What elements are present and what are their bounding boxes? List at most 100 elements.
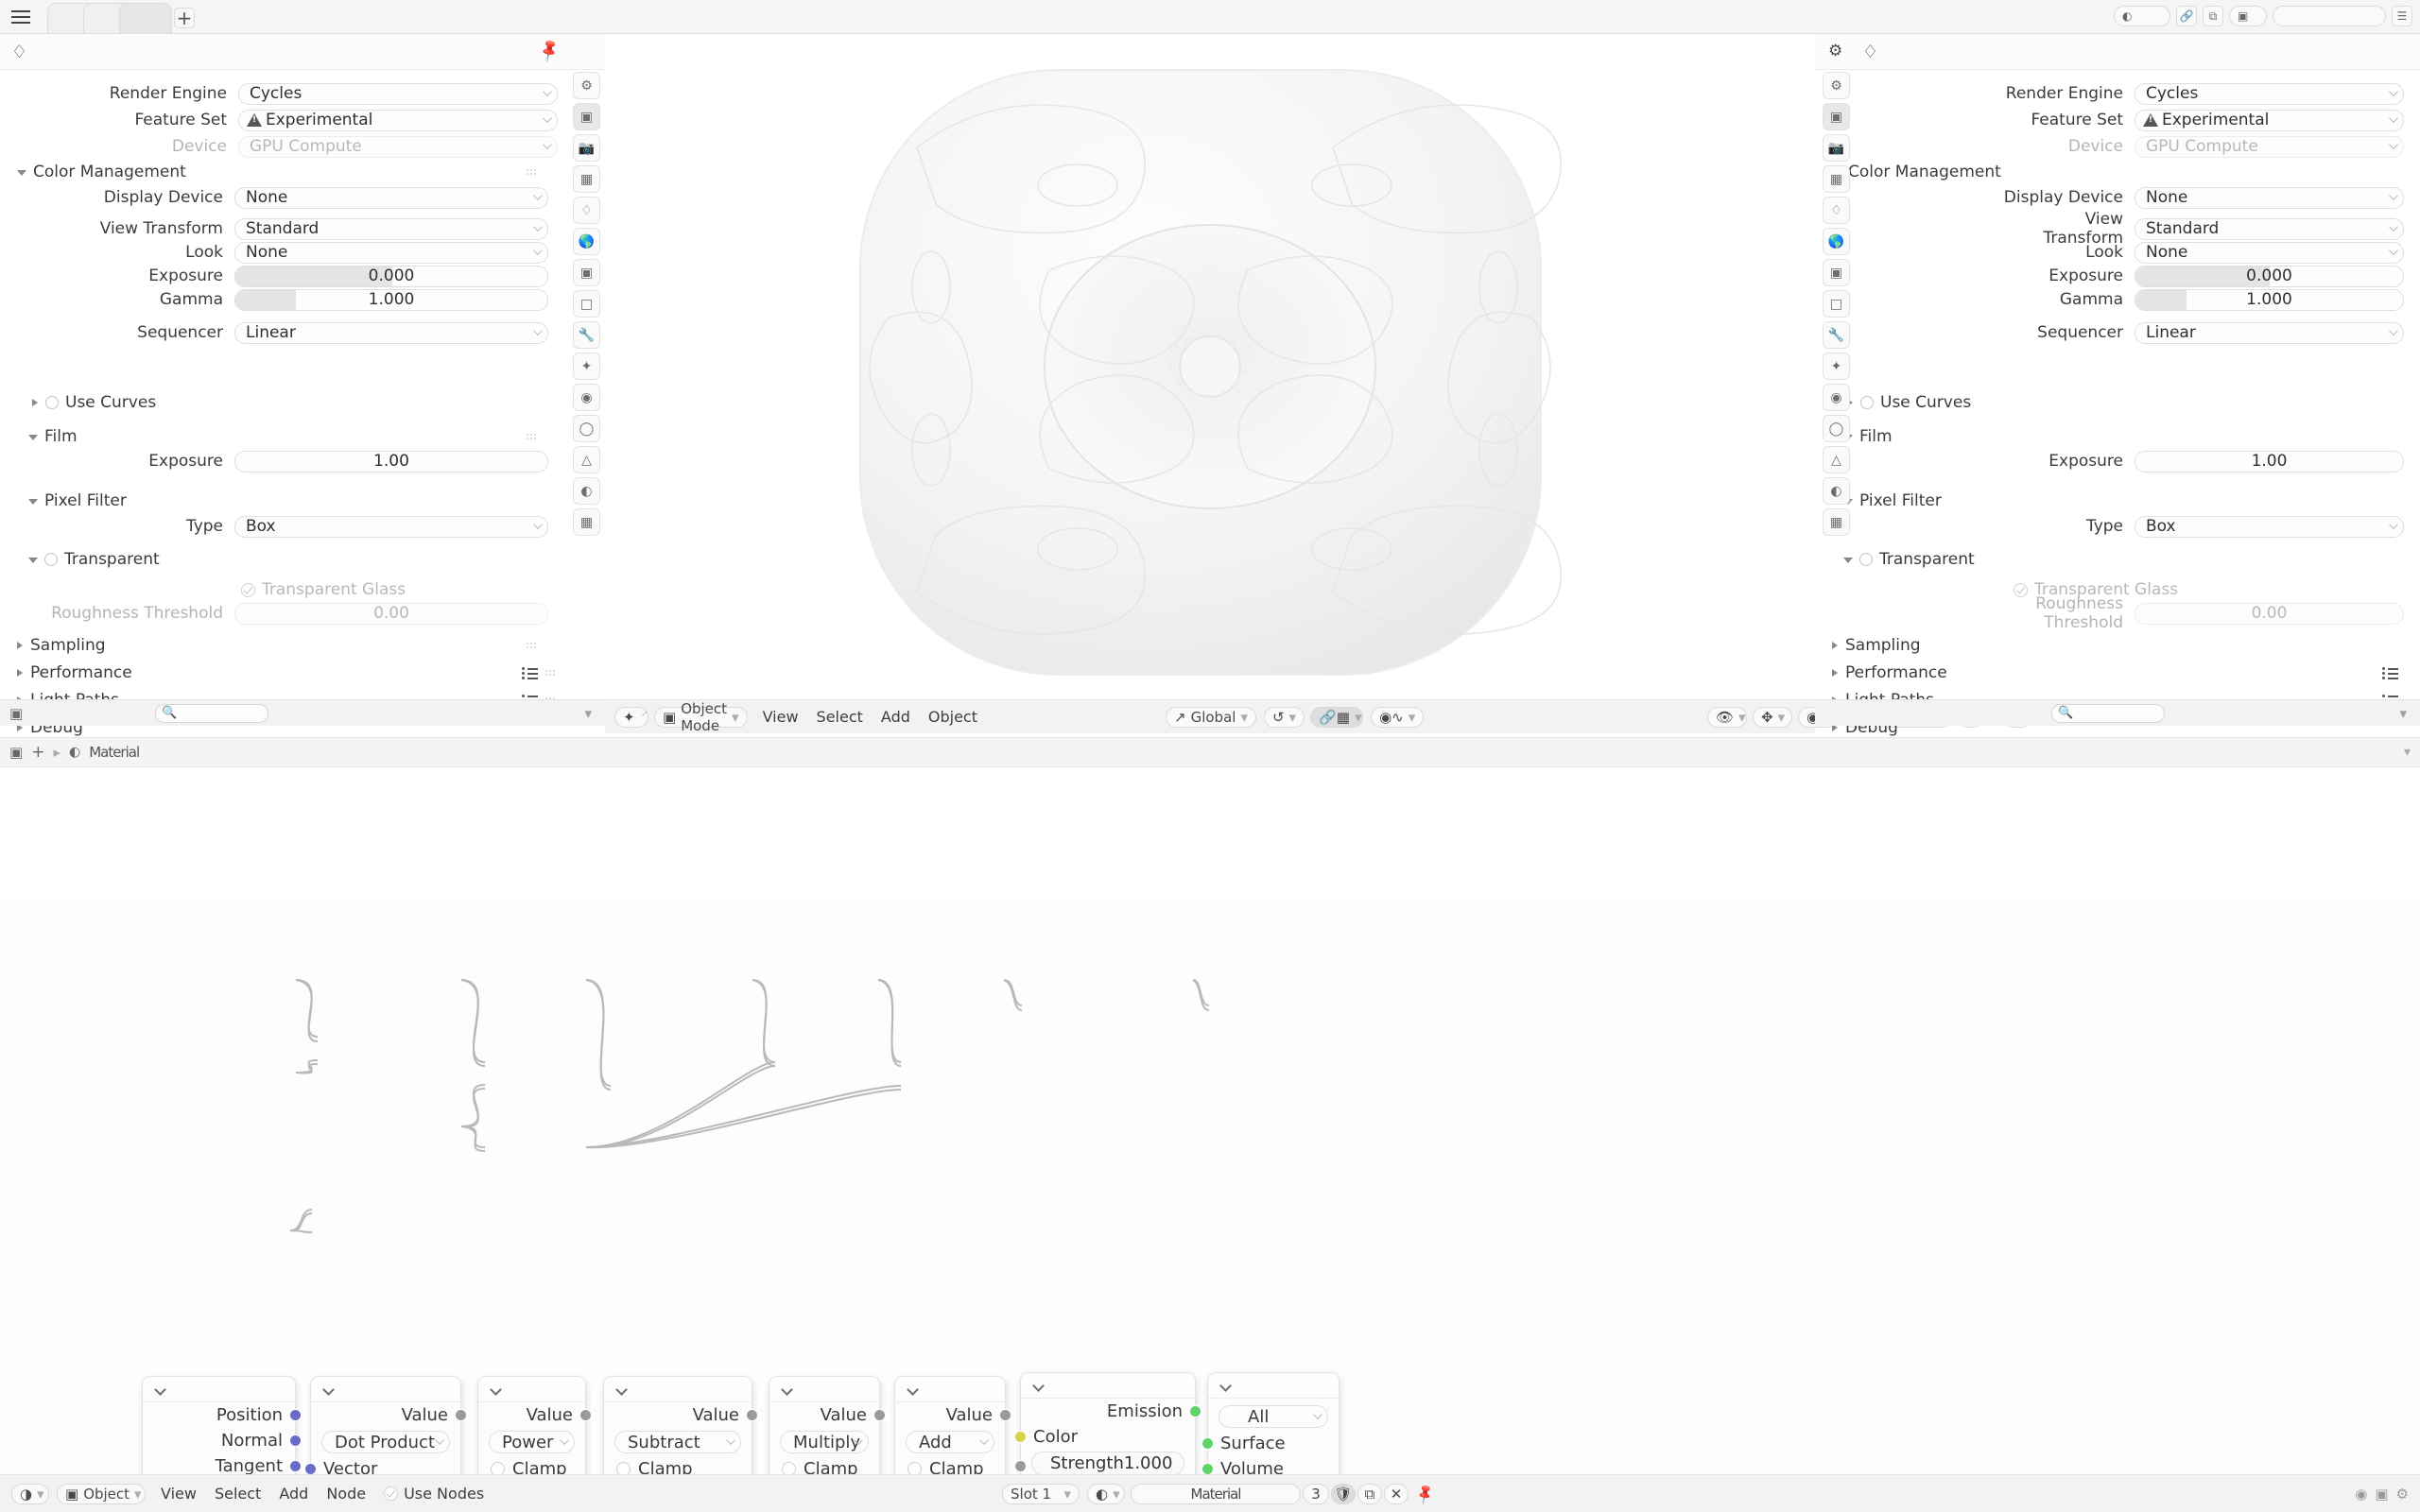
viewport-menu-object[interactable]: Object bbox=[927, 708, 977, 726]
new-material-icon[interactable]: ⧉ bbox=[1357, 1483, 1382, 1504]
add-node-icon[interactable]: + bbox=[31, 743, 45, 762]
tab-tool-right[interactable]: ⚙ bbox=[1823, 72, 1850, 99]
node-output-tangent[interactable]: Tangent bbox=[143, 1453, 302, 1474]
node-header[interactable] bbox=[311, 1377, 460, 1402]
socket-value-out[interactable] bbox=[999, 1409, 1011, 1421]
expand-icon-right[interactable]: ▾ bbox=[2399, 704, 2407, 722]
node-output-emission[interactable]: Emission bbox=[1021, 1399, 1201, 1424]
socket-position[interactable] bbox=[289, 1409, 302, 1421]
display-device-dropdown-right[interactable]: None bbox=[2135, 186, 2404, 209]
node-material-output[interactable]: All Surface Volume Displacement bbox=[1201, 1372, 1340, 1474]
snap-target-icon[interactable]: ↺ ▾ bbox=[1263, 706, 1305, 728]
tab-constraint[interactable]: ◯ bbox=[573, 415, 600, 442]
tab-world[interactable]: 🌎 bbox=[573, 228, 600, 255]
node-output-value[interactable]: Value bbox=[895, 1402, 1011, 1428]
device-dropdown-right[interactable]: GPU Compute bbox=[2135, 135, 2404, 158]
expand-icon[interactable]: ▾ bbox=[584, 704, 592, 722]
transparent-glass-row[interactable]: Transparent Glass bbox=[241, 580, 406, 599]
editor-type-icon[interactable]: ▣ bbox=[9, 704, 24, 722]
gamma-slider[interactable]: 1.000 bbox=[234, 288, 548, 311]
socket-surface[interactable] bbox=[1201, 1437, 1214, 1450]
unlink-icon[interactable]: ✕ bbox=[1384, 1483, 1409, 1504]
tab-data[interactable]: △ bbox=[573, 446, 600, 473]
feature-set-dropdown[interactable]: Experimental bbox=[238, 109, 558, 131]
chevron-down-icon[interactable] bbox=[781, 1383, 793, 1396]
clamp-checkbox[interactable] bbox=[491, 1461, 505, 1474]
shader-editor-icon[interactable]: ◑ ▾ bbox=[11, 1483, 49, 1504]
node-vector-math-dot-product[interactable]: Value Dot Product Vector Vector bbox=[304, 1376, 467, 1474]
tab-modifier[interactable]: 🔧 bbox=[573, 321, 600, 349]
tab-render-right[interactable]: ▣ bbox=[1823, 103, 1850, 130]
checkbox-icon[interactable] bbox=[241, 582, 255, 597]
node-header[interactable] bbox=[769, 1377, 879, 1402]
view-transform-dropdown-right[interactable]: Standard bbox=[2135, 217, 2404, 240]
socket-color[interactable] bbox=[1014, 1431, 1027, 1443]
node-math-multiply[interactable]: Value Multiply Clamp Value Value bbox=[769, 1376, 886, 1474]
transparent-section[interactable]: Transparent bbox=[28, 550, 160, 569]
look-dropdown-right[interactable]: None bbox=[2135, 241, 2404, 264]
tab-view-layer-right[interactable]: ▦ bbox=[1823, 165, 1850, 193]
sequencer-dropdown[interactable]: Linear bbox=[234, 321, 548, 344]
strength-field[interactable]: Strength 1.000 bbox=[1031, 1452, 1184, 1474]
clamp-checkbox[interactable] bbox=[908, 1461, 922, 1474]
tab-physics-right[interactable]: ◉ bbox=[1823, 384, 1850, 411]
clamp-toggle[interactable]: Clamp bbox=[769, 1456, 879, 1474]
film-exposure-field[interactable]: 1.00 bbox=[234, 450, 548, 472]
clamp-checkbox[interactable] bbox=[616, 1461, 631, 1474]
node-output-value[interactable]: Value bbox=[769, 1402, 886, 1428]
drag-grip[interactable] bbox=[544, 669, 556, 678]
visibility-icon[interactable]: 👁 ▾ bbox=[1707, 706, 1748, 728]
node-header[interactable] bbox=[604, 1377, 752, 1402]
sampling-section[interactable]: Sampling bbox=[17, 636, 106, 655]
view-layer-field[interactable] bbox=[2273, 6, 2386, 26]
gizmo-icon[interactable]: ✥ ▾ bbox=[1753, 706, 1793, 728]
socket-normal[interactable] bbox=[289, 1435, 302, 1447]
socket-value-out[interactable] bbox=[873, 1409, 886, 1421]
tab-texture-right[interactable]: ▦ bbox=[1823, 508, 1850, 536]
operation-dropdown[interactable]: Add bbox=[906, 1431, 994, 1453]
users-count[interactable]: 3 bbox=[1303, 1483, 1329, 1504]
operation-dropdown[interactable]: Power bbox=[489, 1431, 575, 1453]
socket-strength[interactable] bbox=[1014, 1460, 1027, 1472]
scrollbar-handle[interactable]: ▾ bbox=[2403, 745, 2411, 760]
drag-grip[interactable] bbox=[526, 168, 537, 177]
socket-tangent[interactable] bbox=[289, 1460, 302, 1472]
node-menu-node[interactable]: Node bbox=[326, 1485, 367, 1503]
fake-user-icon[interactable]: 🛡 bbox=[1331, 1483, 1356, 1504]
performance-section-right[interactable]: Performance bbox=[1832, 663, 1947, 682]
node-math-add[interactable]: Value Add Clamp Value Value bbox=[894, 1376, 1011, 1474]
node-output-value[interactable]: Value bbox=[604, 1402, 758, 1428]
chevron-down-icon[interactable] bbox=[490, 1383, 502, 1396]
socket-vector-1[interactable] bbox=[304, 1463, 317, 1474]
transparent-toggle[interactable] bbox=[44, 553, 58, 566]
color-management-section[interactable]: Color Management bbox=[17, 163, 186, 181]
chevron-down-icon[interactable] bbox=[1032, 1380, 1045, 1392]
use-curves-row[interactable]: Use Curves bbox=[32, 393, 156, 412]
node-menu-select[interactable]: Select bbox=[214, 1485, 262, 1503]
tab-collection-right[interactable]: ▣ bbox=[1823, 259, 1850, 286]
node-input-volume[interactable]: Volume bbox=[1201, 1456, 1339, 1474]
render-engine-dropdown-right[interactable]: Cycles bbox=[2135, 82, 2404, 105]
gamma-slider-right[interactable]: 1.000 bbox=[2135, 288, 2404, 311]
operation-dropdown[interactable]: Dot Product bbox=[321, 1431, 450, 1453]
shader-type-dropdown[interactable]: ▣ Object ▾ bbox=[57, 1483, 146, 1504]
operation-dropdown[interactable]: Multiply bbox=[780, 1431, 869, 1453]
tab-render[interactable]: ▣ bbox=[573, 103, 600, 130]
chevron-down-icon[interactable] bbox=[322, 1383, 335, 1396]
tab-world-right[interactable]: 🌎 bbox=[1823, 228, 1850, 255]
tab-data-right[interactable]: △ bbox=[1823, 446, 1850, 473]
proportional-edit-toggle[interactable]: ◉∿ ▾ bbox=[1371, 706, 1425, 728]
properties-search-input-right[interactable]: 🔍 bbox=[2051, 703, 2165, 723]
film-exposure-field-right[interactable]: 1.00 bbox=[2135, 450, 2404, 472]
device-dropdown[interactable]: GPU Compute bbox=[238, 135, 558, 158]
properties-search-input[interactable]: 🔍 bbox=[155, 703, 269, 723]
transform-orientation-dropdown[interactable]: ↗ Global ▾ bbox=[1166, 706, 1256, 728]
roughness-threshold-field-right[interactable]: 0.00 bbox=[2135, 602, 2404, 625]
preset-list-icon[interactable] bbox=[2382, 667, 2398, 679]
socket-value-out[interactable] bbox=[579, 1409, 592, 1421]
view-transform-dropdown[interactable]: Standard bbox=[234, 217, 548, 240]
node-geometry[interactable]: Position Normal Tangent True Normal Inco… bbox=[142, 1376, 302, 1474]
drag-grip[interactable] bbox=[526, 642, 537, 650]
node-menu-add[interactable]: Add bbox=[279, 1485, 309, 1503]
preset-list-icon[interactable] bbox=[522, 667, 538, 679]
